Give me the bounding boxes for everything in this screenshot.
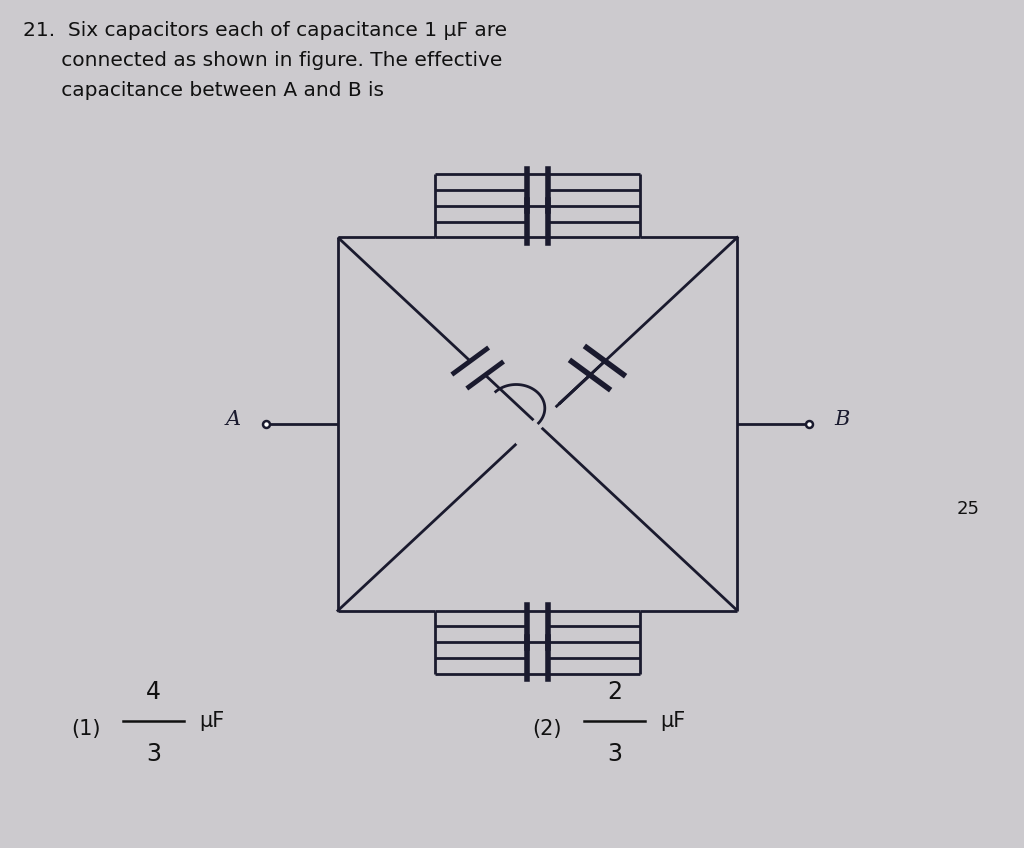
Text: 4: 4 <box>146 680 161 704</box>
Text: 2: 2 <box>607 680 622 704</box>
Text: connected as shown in figure. The effective: connected as shown in figure. The effect… <box>23 51 502 70</box>
Text: (2): (2) <box>532 719 562 739</box>
Text: μF: μF <box>200 711 225 731</box>
Text: A: A <box>225 410 241 429</box>
Text: 3: 3 <box>146 742 161 766</box>
Text: 3: 3 <box>607 742 622 766</box>
Text: capacitance between A and B is: capacitance between A and B is <box>23 81 384 99</box>
Text: 21.  Six capacitors each of capacitance 1 μF are: 21. Six capacitors each of capacitance 1… <box>23 21 507 40</box>
Text: B: B <box>835 410 850 429</box>
Text: μF: μF <box>660 711 686 731</box>
Text: (1): (1) <box>72 719 101 739</box>
Text: 25: 25 <box>956 499 979 518</box>
